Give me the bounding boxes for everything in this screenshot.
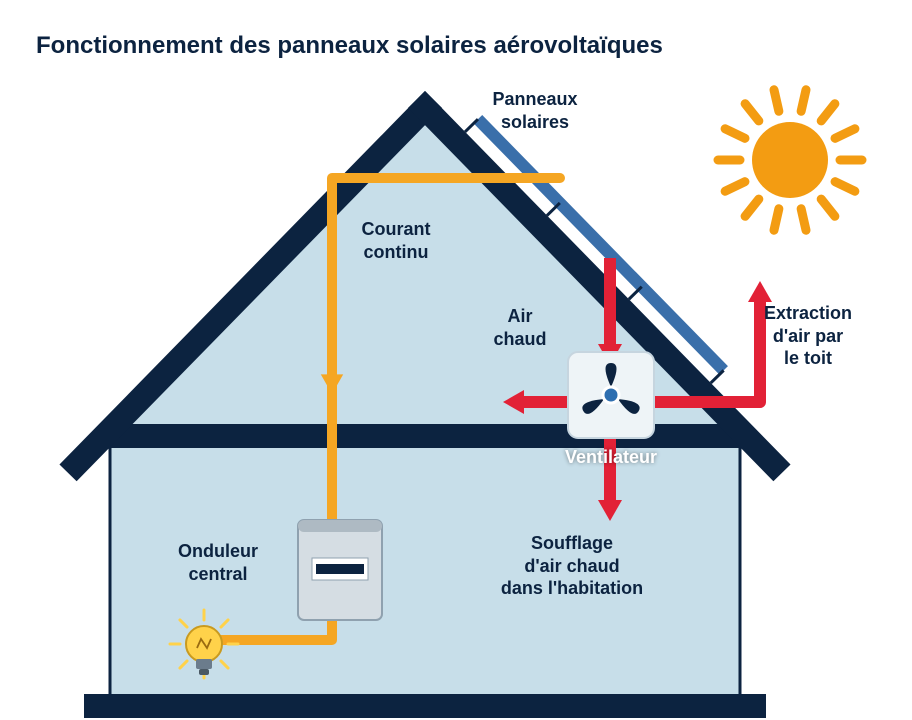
label-air-chaud: Airchaud bbox=[430, 305, 610, 350]
label-courant-continu: Courantcontinu bbox=[306, 218, 486, 263]
label-panneaux-solaires: Panneauxsolaires bbox=[445, 88, 625, 133]
label-soufflage: Soufflaged'air chauddans l'habitation bbox=[482, 532, 662, 600]
label-ventilateur: Ventilateur bbox=[521, 446, 701, 469]
label-extraction: Extractiond'air parle toit bbox=[718, 302, 898, 370]
label-onduleur: Onduleurcentral bbox=[128, 540, 308, 585]
